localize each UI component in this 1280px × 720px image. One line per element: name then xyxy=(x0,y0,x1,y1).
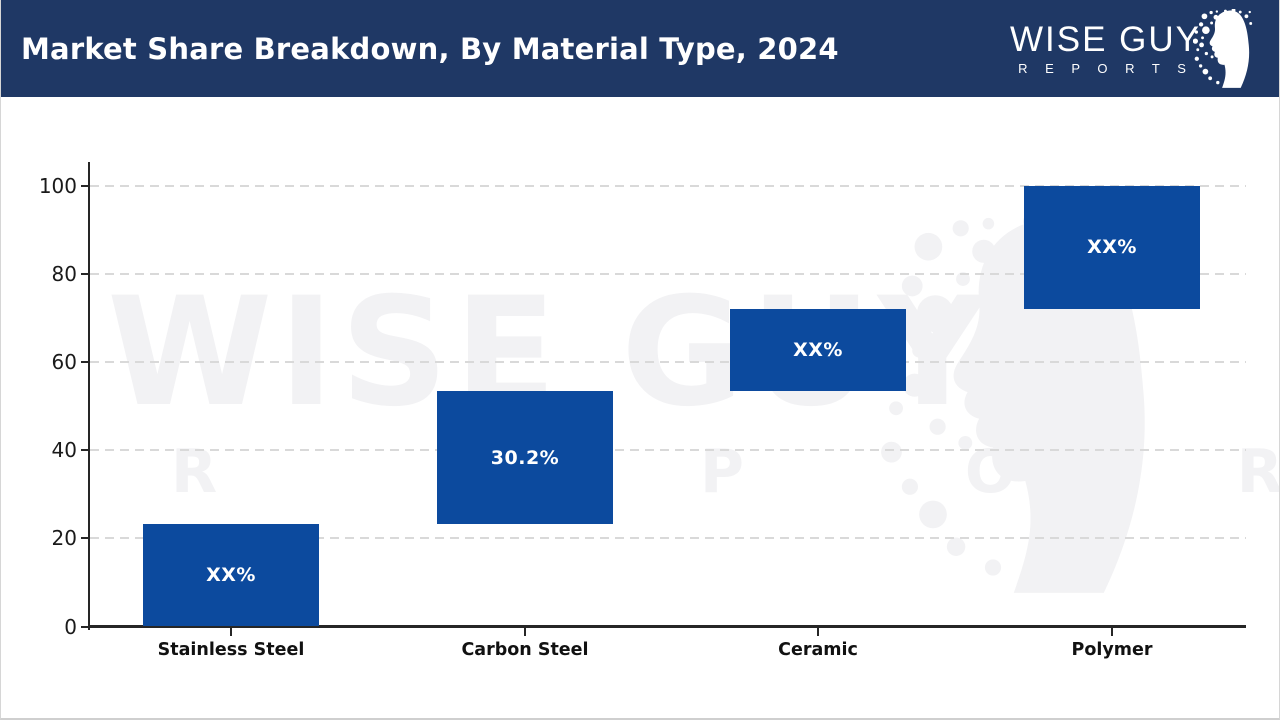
gridline-100 xyxy=(90,184,1246,187)
logo-face-icon xyxy=(1193,9,1253,88)
x-tick-label-polymer: Polymer xyxy=(1071,640,1153,660)
bar-value-label-polymer: XX% xyxy=(1087,236,1137,259)
y-tick-label-0: 0 xyxy=(64,614,77,639)
gridline-60 xyxy=(90,360,1246,363)
y-tick-mark-20 xyxy=(81,537,88,540)
bar-ceramic: XX% xyxy=(730,308,906,391)
bar-value-label-carbon-steel: 30.2% xyxy=(490,446,560,469)
y-tick-mark-40 xyxy=(81,449,88,452)
header-bar: Market Share Breakdown, By Material Type… xyxy=(1,0,1279,97)
bar-stainless-steel: XX% xyxy=(143,524,319,627)
logo-text: WISE GUY R E P O R T S xyxy=(1010,22,1201,76)
y-tick-mark-0 xyxy=(81,625,88,628)
x-tick-label-ceramic: Ceramic xyxy=(778,640,858,660)
gridline-40 xyxy=(90,449,1246,452)
x-axis-line xyxy=(88,625,1246,628)
x-tick-mark-ceramic xyxy=(817,628,819,636)
y-tick-label-20: 20 xyxy=(51,526,77,551)
bar-polymer: XX% xyxy=(1024,185,1200,309)
bar-value-label-ceramic: XX% xyxy=(793,338,843,361)
wiseguy-logo: WISE GUY R E P O R T S xyxy=(1010,9,1255,88)
y-tick-label-80: 80 xyxy=(51,261,77,286)
y-tick-mark-60 xyxy=(81,360,88,363)
x-tick-mark-polymer xyxy=(1111,628,1113,636)
gridline-20 xyxy=(90,537,1246,540)
x-tick-mark-carbon-steel xyxy=(524,628,526,636)
x-tick-label-stainless-steel: Stainless Steel xyxy=(157,640,305,660)
logo-subtext: R E P O R T S xyxy=(1018,60,1193,76)
bar-value-label-stainless-steel: XX% xyxy=(206,564,256,587)
x-tick-label-carbon-steel: Carbon Steel xyxy=(461,640,589,660)
x-tick-mark-stainless-steel xyxy=(230,628,232,636)
y-tick-mark-80 xyxy=(81,272,88,275)
y-tick-label-60: 60 xyxy=(51,349,77,374)
chart-title: Market Share Breakdown, By Material Type… xyxy=(21,31,839,66)
y-axis-line xyxy=(88,162,90,630)
bar-carbon-steel: 30.2% xyxy=(437,391,613,525)
gridline-80 xyxy=(90,272,1246,275)
y-tick-label-100: 100 xyxy=(38,173,77,198)
y-tick-mark-100 xyxy=(81,184,88,187)
logo-wordmark: WISE GUY xyxy=(1009,19,1201,59)
y-tick-label-40: 40 xyxy=(51,438,77,463)
